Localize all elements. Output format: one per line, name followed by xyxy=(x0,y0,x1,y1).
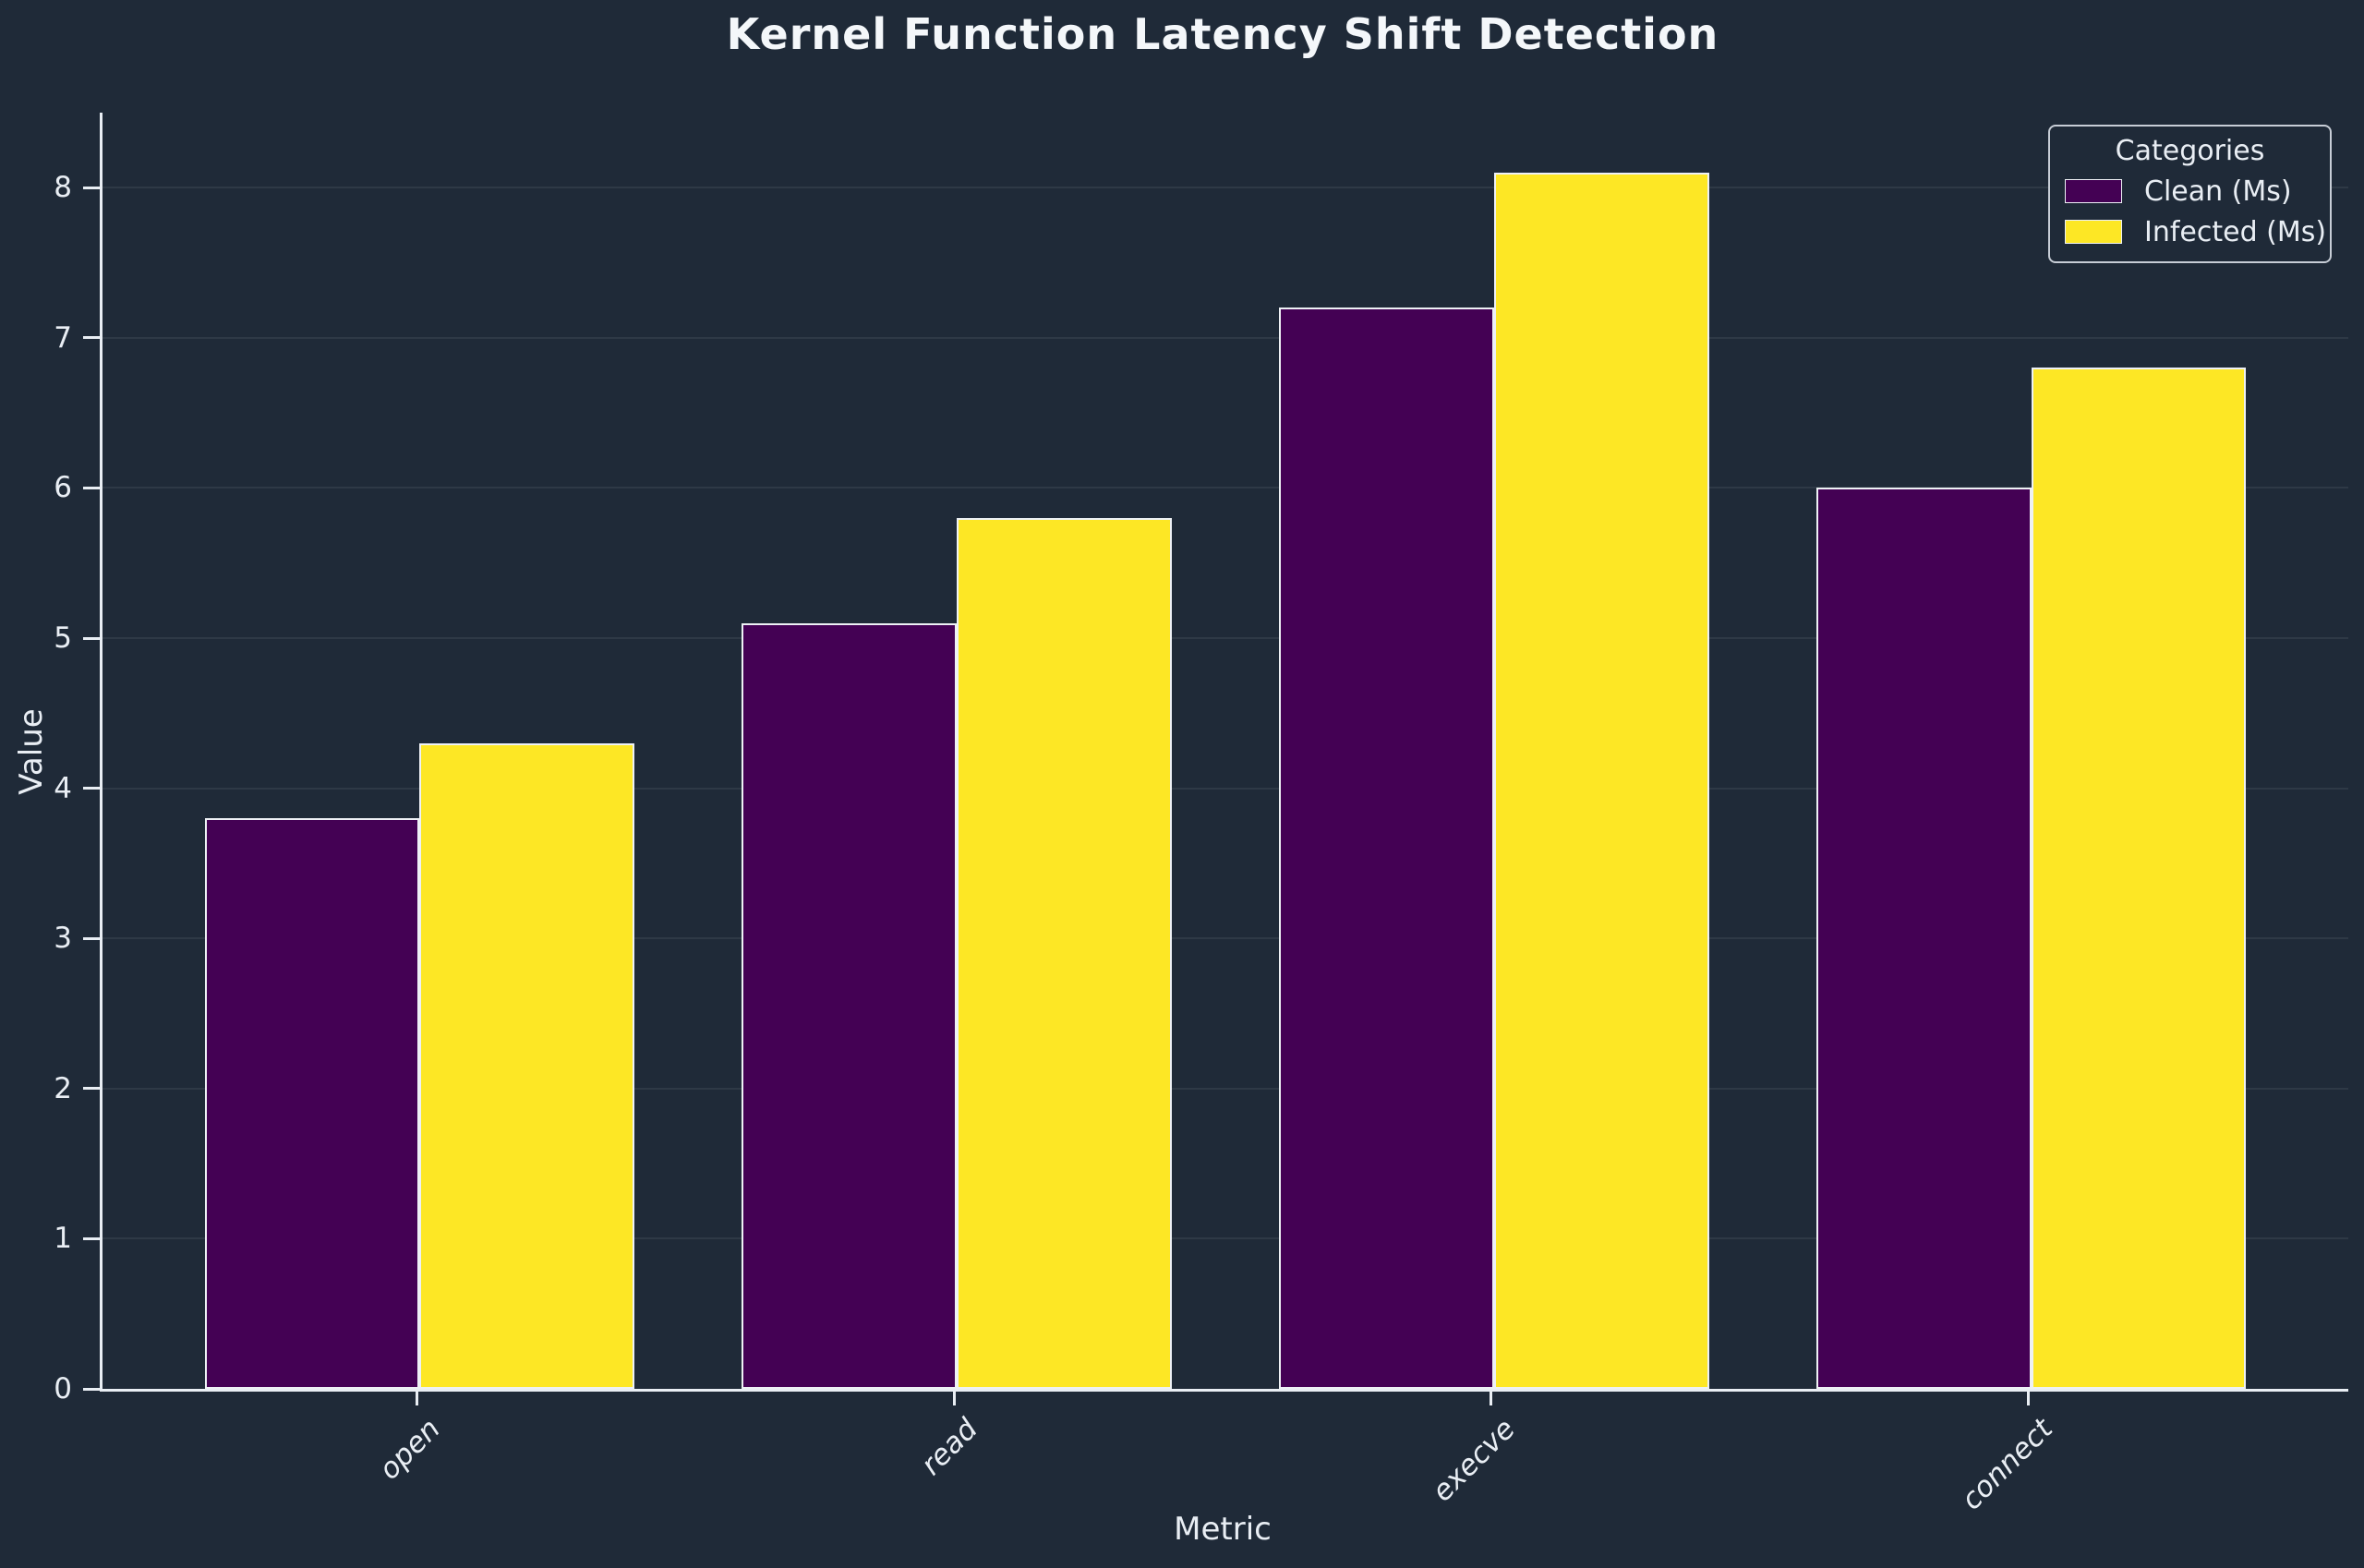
y-tick-label-2: 2 xyxy=(54,1071,72,1105)
legend-swatch-infected-ms xyxy=(2065,220,2122,244)
y-tick-label-6: 6 xyxy=(54,471,72,505)
y-tick-label-8: 8 xyxy=(54,171,72,205)
legend-label-clean-ms: Clean (Ms) xyxy=(2144,175,2292,208)
legend-swatch-clean-ms xyxy=(2065,179,2122,203)
bar-infected-ms-connect xyxy=(2031,368,2247,1389)
bar-infected-ms-execve xyxy=(1493,173,1709,1389)
bar-clean-ms-execve xyxy=(1279,308,1494,1389)
y-tick-7 xyxy=(83,336,100,340)
y-tick-3 xyxy=(83,936,100,940)
y-tick-4 xyxy=(83,787,100,790)
y-tick-8 xyxy=(83,186,100,189)
x-tick-execve xyxy=(1490,1389,1493,1405)
chart-title: Kernel Function Latency Shift Detection xyxy=(726,9,1719,59)
x-tick-open xyxy=(415,1389,418,1405)
gridline-2 xyxy=(103,1087,2348,1090)
legend-entries: Clean (Ms) Infected (Ms) xyxy=(2050,171,2330,252)
x-axis-label: Metric xyxy=(1174,1511,1272,1548)
y-tick-label-1: 1 xyxy=(54,1222,72,1256)
gridline-5 xyxy=(103,637,2348,640)
gridline-3 xyxy=(103,937,2348,940)
legend-entry-infected-ms: Infected (Ms) xyxy=(2050,211,2330,252)
y-tick-0 xyxy=(83,1387,100,1391)
gridline-1 xyxy=(103,1237,2348,1240)
legend: Categories Clean (Ms) Infected (Ms) xyxy=(2048,125,2332,263)
bar-clean-ms-connect xyxy=(1816,488,2032,1389)
gridline-7 xyxy=(103,336,2348,339)
y-axis-label: Value xyxy=(13,708,50,795)
y-tick-6 xyxy=(83,486,100,489)
legend-entry-clean-ms: Clean (Ms) xyxy=(2050,171,2330,211)
y-tick-1 xyxy=(83,1236,100,1240)
x-tick-read xyxy=(952,1389,956,1405)
bar-infected-ms-read xyxy=(957,517,1172,1389)
gridline-4 xyxy=(103,787,2348,790)
y-tick-label-7: 7 xyxy=(54,320,72,355)
legend-label-infected-ms: Infected (Ms) xyxy=(2144,215,2327,248)
y-tick-label-4: 4 xyxy=(54,771,72,805)
gridline-6 xyxy=(103,487,2348,489)
gridline-8 xyxy=(103,187,2348,189)
bar-clean-ms-open xyxy=(204,818,420,1389)
y-tick-label-3: 3 xyxy=(54,922,72,956)
legend-title: Categories xyxy=(2115,135,2265,167)
y-tick-2 xyxy=(83,1087,100,1091)
y-tick-label-5: 5 xyxy=(54,621,72,656)
bar-infected-ms-open xyxy=(419,742,634,1389)
bar-clean-ms-read xyxy=(742,622,958,1389)
x-tick-connect xyxy=(2027,1389,2031,1405)
plot-area xyxy=(100,113,2348,1392)
y-tick-5 xyxy=(83,636,100,640)
y-tick-label-0: 0 xyxy=(54,1372,72,1405)
